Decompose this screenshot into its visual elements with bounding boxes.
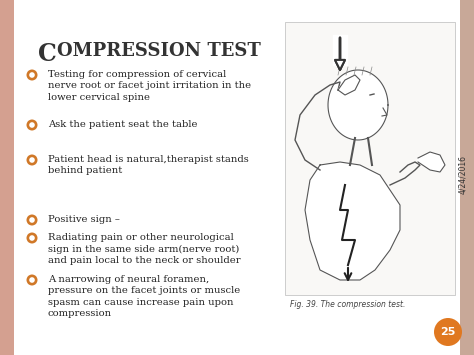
Text: Patient head is natural,therapist stands
behind patient: Patient head is natural,therapist stands…: [48, 155, 249, 175]
Polygon shape: [0, 0, 14, 355]
Circle shape: [27, 120, 37, 131]
Text: A narrowing of neural foramen,
pressure on the facet joints or muscle
spasm can : A narrowing of neural foramen, pressure …: [48, 275, 240, 318]
Text: Radiating pain or other neurological
sign in the same side arm(nerve root)
and p: Radiating pain or other neurological sig…: [48, 233, 241, 265]
Text: Fig. 39. The compression test.: Fig. 39. The compression test.: [290, 300, 405, 309]
Circle shape: [29, 217, 35, 223]
Circle shape: [27, 70, 37, 81]
Polygon shape: [328, 70, 388, 140]
Polygon shape: [285, 22, 455, 295]
Circle shape: [27, 154, 37, 165]
Polygon shape: [338, 75, 360, 95]
Polygon shape: [418, 152, 445, 172]
Text: Positive sign –: Positive sign –: [48, 215, 120, 224]
Circle shape: [27, 274, 37, 285]
Circle shape: [29, 277, 35, 283]
Circle shape: [29, 122, 35, 128]
Polygon shape: [460, 0, 474, 355]
Text: OMPRESSION TEST: OMPRESSION TEST: [57, 42, 261, 60]
Text: C: C: [38, 42, 57, 66]
Circle shape: [27, 214, 37, 225]
Circle shape: [29, 157, 35, 163]
Text: Ask the patient seat the table: Ask the patient seat the table: [48, 120, 198, 129]
Text: Testing for compression of cervical
nerve root or facet joint irritation in the
: Testing for compression of cervical nerv…: [48, 70, 251, 102]
Circle shape: [29, 235, 35, 241]
Circle shape: [27, 233, 37, 244]
Polygon shape: [305, 162, 400, 280]
Text: 4/24/2016: 4/24/2016: [458, 155, 467, 195]
Polygon shape: [14, 0, 460, 355]
Text: 25: 25: [440, 327, 456, 337]
Circle shape: [29, 72, 35, 78]
Circle shape: [434, 318, 462, 346]
